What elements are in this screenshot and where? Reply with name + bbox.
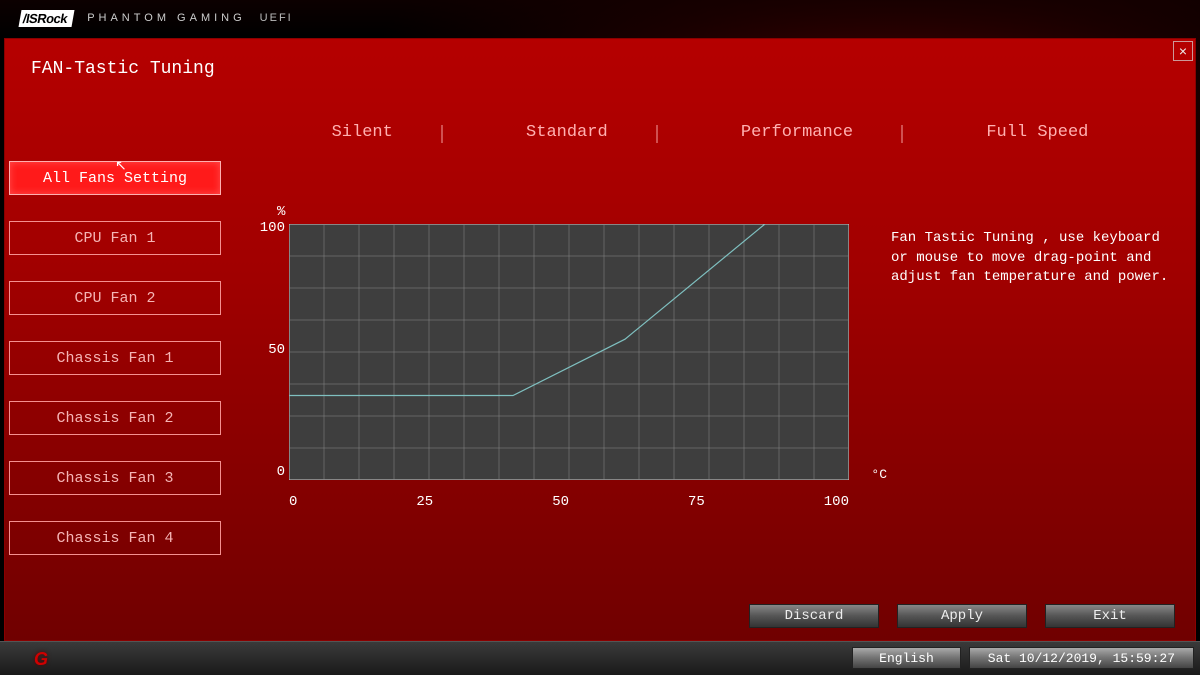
status-right: English Sat 10/12/2019, 15:59:27 xyxy=(852,647,1194,669)
header-uefi: UEFI xyxy=(260,12,293,24)
y-tick-label: 100 xyxy=(251,220,285,236)
y-axis-unit: % xyxy=(277,204,285,220)
help-text: Fan Tastic Tuning , use keyboard or mous… xyxy=(891,229,1171,288)
x-tick-label: 25 xyxy=(416,494,433,510)
asrock-logo: /ISRock xyxy=(20,10,73,27)
close-button[interactable]: × xyxy=(1173,41,1193,61)
x-axis-unit: °C xyxy=(871,467,887,482)
header-subtitle: PHANTOM GAMING xyxy=(87,12,245,24)
y-tick-label: 50 xyxy=(251,342,285,358)
main-panel: × FAN-Tastic Tuning All Fans Setting CPU … xyxy=(4,38,1196,641)
profile-tab[interactable]: Performance xyxy=(701,119,893,146)
bottom-logo-text: G xyxy=(34,649,48,670)
fan-select-button[interactable]: Chassis Fan 2 xyxy=(9,401,221,435)
profile-tab[interactable]: Silent xyxy=(292,119,433,146)
fan-select-button[interactable]: Chassis Fan 4 xyxy=(9,521,221,555)
bios-header: /ISRock PHANTOM GAMING UEFI xyxy=(0,0,1200,36)
y-tick-label: 0 xyxy=(251,464,285,480)
fan-select-button[interactable]: CPU Fan 1 xyxy=(9,221,221,255)
chart-canvas[interactable] xyxy=(289,224,849,480)
discard-button[interactable]: Discard xyxy=(749,604,879,628)
fan-select-button[interactable]: Chassis Fan 1 xyxy=(9,341,221,375)
bottom-status-bar: G English Sat 10/12/2019, 15:59:27 xyxy=(0,641,1200,675)
profile-tab[interactable]: Standard xyxy=(486,119,648,146)
profile-tab[interactable]: Full Speed xyxy=(946,119,1128,146)
x-axis-labels: 0 25 50 75 100 xyxy=(289,494,849,510)
x-tick-label: 0 xyxy=(289,494,297,510)
fan-select-button[interactable]: All Fans Setting xyxy=(9,161,221,195)
y-axis-labels: 100 50 0 xyxy=(251,220,285,480)
close-icon: × xyxy=(1179,43,1187,59)
apply-button[interactable]: Apply xyxy=(897,604,1027,628)
fan-select-button[interactable]: CPU Fan 2 xyxy=(9,281,221,315)
x-tick-label: 75 xyxy=(688,494,705,510)
x-tick-label: 50 xyxy=(552,494,569,510)
language-selector[interactable]: English xyxy=(852,647,961,669)
profile-tabs: Silent Standard Performance Full Speed xyxy=(265,119,1155,146)
datetime-display: Sat 10/12/2019, 15:59:27 xyxy=(969,647,1194,669)
x-tick-label: 100 xyxy=(824,494,849,510)
action-bar: Discard Apply Exit xyxy=(749,604,1175,628)
fan-curve-chart: % 100500 °C 0255075100 xyxy=(265,204,865,514)
fan-select-button[interactable]: Chassis Fan 3 xyxy=(9,461,221,495)
bottom-logo: G xyxy=(6,647,76,671)
panel-title: FAN-Tastic Tuning xyxy=(31,59,215,79)
exit-button[interactable]: Exit xyxy=(1045,604,1175,628)
fan-sidebar: All Fans Setting CPU Fan 1 CPU Fan 2 Chassi… xyxy=(9,161,221,555)
logo-box: /ISRock xyxy=(19,10,75,27)
